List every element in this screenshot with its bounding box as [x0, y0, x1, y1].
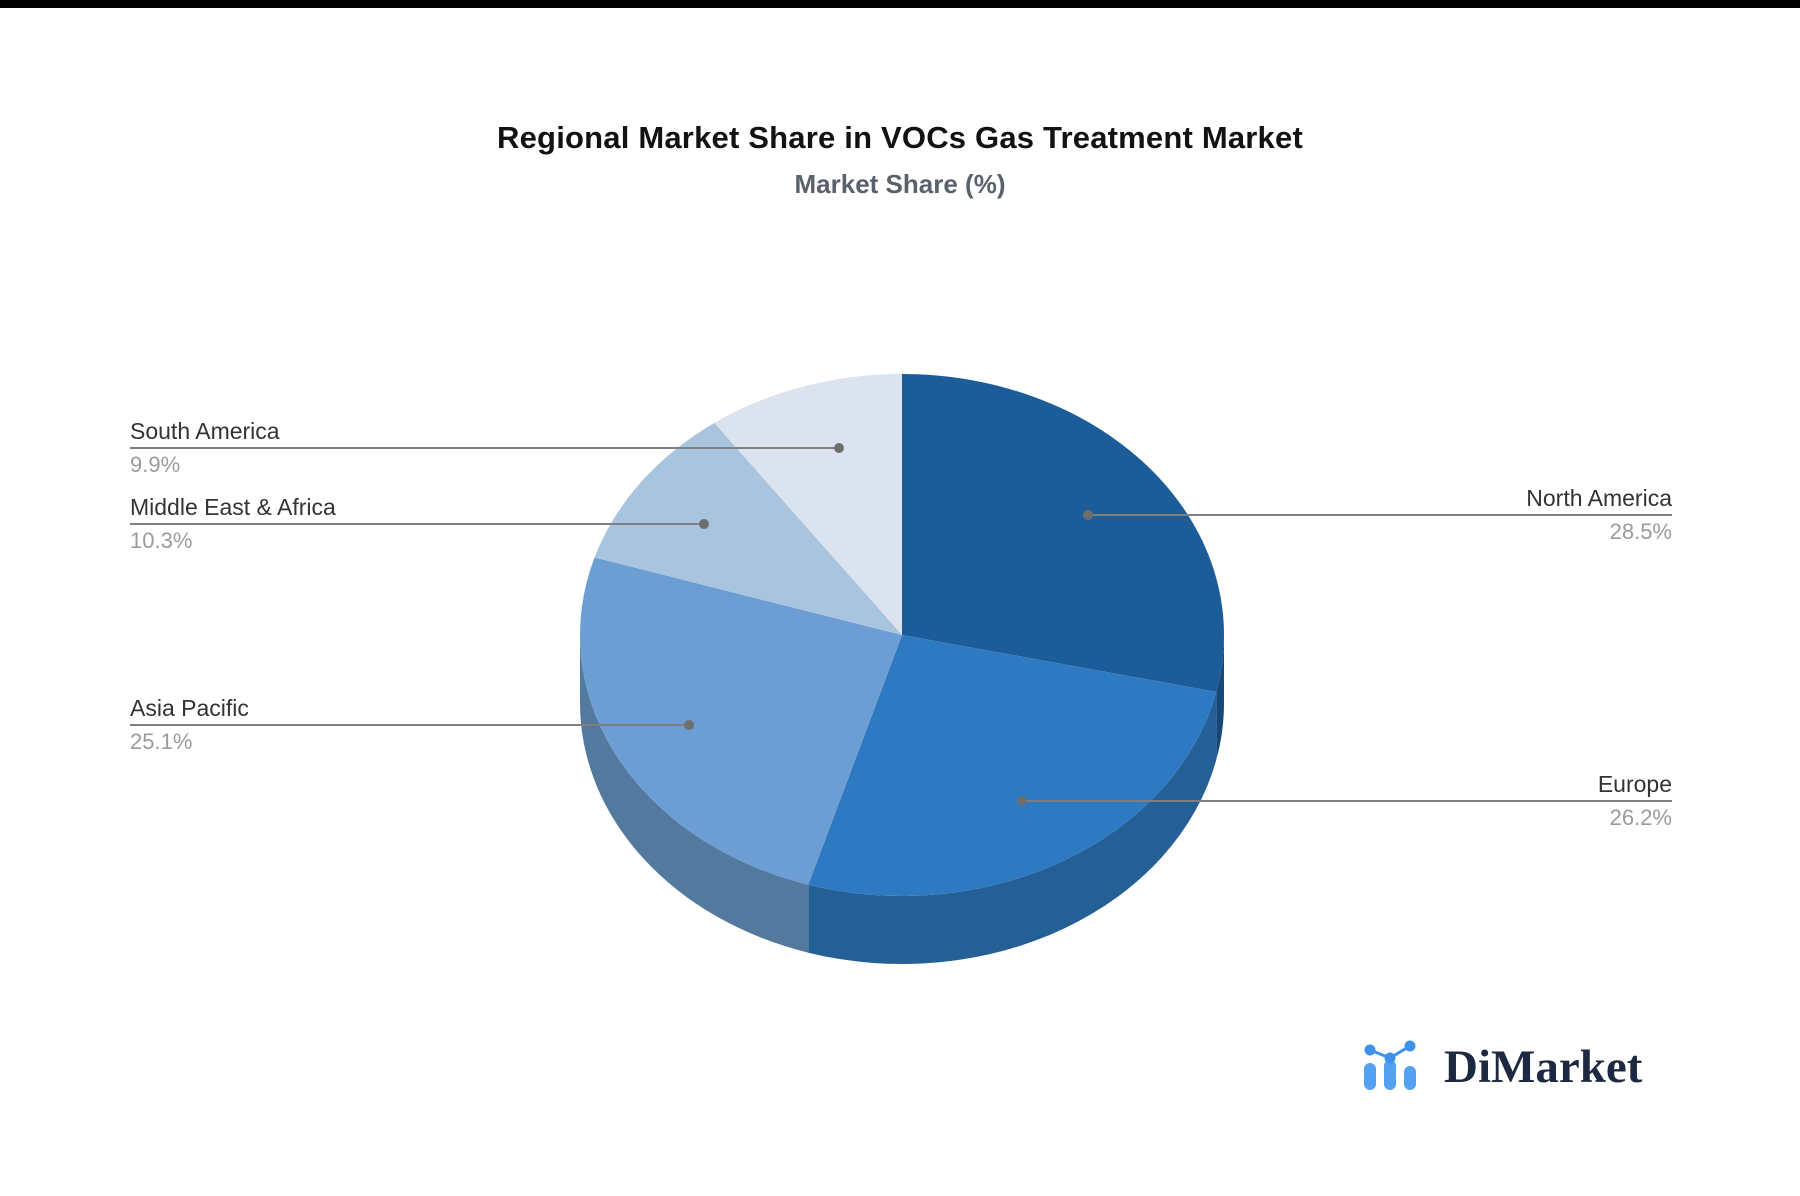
leader-dot-middle-east-africa [699, 519, 709, 529]
pie-slice-middle-east-africa[interactable] [594, 422, 902, 635]
chart-title: Regional Market Share in VOCs Gas Treatm… [497, 120, 1303, 155]
bar-line-chart-icon [1364, 1040, 1416, 1090]
pie-slice-asia-pacific[interactable] [580, 557, 902, 885]
slice-label-europe: Europe [1597, 771, 1672, 797]
leader-dot-asia-pacific [684, 720, 694, 730]
pie-slice-south-america[interactable] [714, 374, 902, 635]
slice-value-south-america: 9.9% [130, 452, 181, 477]
chart-subtitle: Market Share (%) [794, 169, 1006, 199]
pie-rim-europe [808, 691, 1217, 964]
slice-value-north-america: 28.5% [1609, 519, 1672, 544]
slice-label-south-america: South America [130, 418, 280, 444]
window-top-edge [0, 0, 1800, 8]
slice-value-middle-east-africa: 10.3% [130, 528, 193, 553]
slice-value-asia-pacific: 25.1% [130, 729, 193, 754]
brand-name: DiMarket [1444, 1041, 1643, 1093]
pie-rim-north-america [1216, 635, 1224, 760]
leader-dot-europe [1017, 796, 1027, 806]
pie-rim-asia-pacific [580, 635, 809, 953]
slice-label-north-america: North America [1526, 485, 1672, 511]
pie-slice-north-america[interactable] [902, 374, 1224, 692]
leader-dot-north-america [1083, 510, 1093, 520]
slice-label-asia-pacific: Asia Pacific [130, 695, 249, 721]
pie-slice-europe[interactable] [808, 635, 1217, 896]
leader-dot-south-america [834, 443, 844, 453]
brand-watermark: DiMarket [1362, 1038, 1642, 1092]
slice-value-europe: 26.2% [1609, 805, 1672, 830]
slice-label-middle-east-africa: Middle East & Africa [130, 494, 336, 520]
